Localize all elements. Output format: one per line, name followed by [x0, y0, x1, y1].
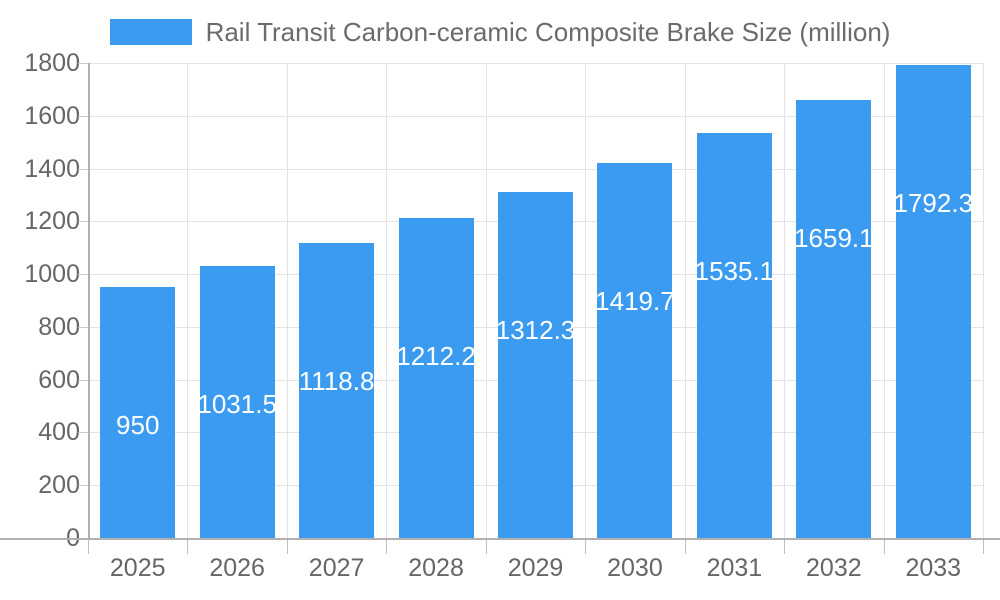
y-axis-tick-mark	[78, 115, 88, 117]
x-axis-tick-mark	[286, 540, 288, 554]
x-axis-tick-label: 2027	[308, 554, 365, 582]
y-axis-tick-label: 800	[38, 312, 80, 341]
chart-legend: Rail Transit Carbon-ceramic Composite Br…	[0, 14, 1000, 50]
bar-value-label: 1419.7	[595, 286, 675, 317]
y-axis-tick-mark	[78, 168, 88, 170]
y-axis-tick-label: 400	[38, 418, 80, 447]
gridline-horizontal	[88, 115, 983, 117]
y-axis-tick-label: 1200	[24, 207, 80, 236]
x-axis-tick-mark	[88, 540, 89, 554]
x-axis-tick-label: 2026	[209, 554, 265, 582]
bar-value-label: 950	[116, 410, 160, 441]
y-axis-tick-mark	[78, 63, 88, 64]
gridline-vertical	[684, 63, 686, 538]
y-axis-tick-label: 1400	[24, 154, 80, 183]
bar-value-label: 1792.3	[893, 188, 974, 219]
gridline-vertical	[485, 63, 487, 538]
bar-value-label: 1312.3	[495, 314, 576, 345]
y-axis-tick-label: 1600	[24, 101, 80, 130]
x-axis-tick-mark	[485, 540, 487, 554]
x-axis-tick-mark	[784, 540, 786, 554]
x-axis-tick-label: 2029	[507, 554, 564, 582]
y-axis-tick-label: 1800	[24, 49, 80, 77]
y-axis-tick-mark	[78, 221, 88, 223]
gridline-vertical	[883, 63, 885, 538]
plot-area: 950 1031.5 1118.8 1212.2 1312.3 1419.7 1535.1 1…	[88, 63, 984, 539]
bar-value-label: 1535.1	[694, 255, 775, 286]
x-axis-tick-mark	[684, 540, 686, 554]
gridline-vertical	[187, 63, 189, 538]
gridline-vertical	[386, 63, 388, 538]
bar[interactable]	[199, 265, 275, 538]
bar[interactable]	[299, 242, 375, 538]
gridline-vertical	[286, 63, 288, 538]
x-axis-tick-label: 2025	[109, 554, 166, 582]
x-axis-tick-mark	[585, 540, 587, 554]
gridline-vertical	[784, 63, 786, 538]
bar[interactable]	[398, 218, 474, 538]
x-axis-tick-mark	[983, 540, 984, 554]
bar[interactable]	[100, 287, 176, 538]
y-axis-tick-labels: 020040060080010001200140016001800	[0, 0, 88, 600]
y-axis-tick-label: 200	[38, 471, 80, 500]
bar[interactable]	[497, 191, 574, 538]
gridline-horizontal	[88, 63, 983, 64]
x-axis-tick-mark	[386, 540, 388, 554]
bar[interactable]	[796, 100, 872, 538]
x-axis-tick-label: 2031	[706, 554, 763, 582]
y-axis-tick-mark	[78, 432, 88, 434]
x-axis-line	[0, 538, 1000, 540]
y-axis-tick-mark	[78, 485, 88, 487]
y-axis-tick-label: 1000	[24, 260, 80, 289]
y-axis-tick-label: 600	[38, 365, 80, 394]
y-axis-line	[88, 63, 90, 539]
bar-value-label: 1031.5	[197, 388, 277, 419]
x-axis-tick-mark	[883, 540, 885, 554]
x-axis-tick-label: 2030	[607, 554, 663, 582]
bar-value-label: 1118.8	[298, 365, 375, 396]
gridline-vertical	[585, 63, 587, 538]
y-axis-tick-mark	[78, 274, 88, 276]
x-axis-tick-label: 2032	[806, 554, 862, 582]
bar[interactable]	[696, 132, 772, 538]
legend-series-label: Rail Transit Carbon-ceramic Composite Br…	[205, 17, 891, 47]
gridline-horizontal	[88, 168, 983, 170]
gridline-vertical	[983, 63, 984, 538]
y-axis-tick-mark	[78, 326, 88, 328]
x-axis-tick-label: 2028	[408, 554, 464, 582]
x-axis-tick-label: 2033	[905, 554, 962, 582]
bar-value-label: 1212.2	[396, 341, 476, 372]
bar[interactable]	[597, 163, 673, 538]
legend-color-swatch[interactable]	[109, 19, 192, 45]
bar-value-label: 1659.1	[794, 223, 874, 254]
x-axis-tick-mark	[187, 540, 189, 554]
y-axis-tick-mark	[78, 379, 88, 381]
bar[interactable]	[895, 65, 971, 538]
